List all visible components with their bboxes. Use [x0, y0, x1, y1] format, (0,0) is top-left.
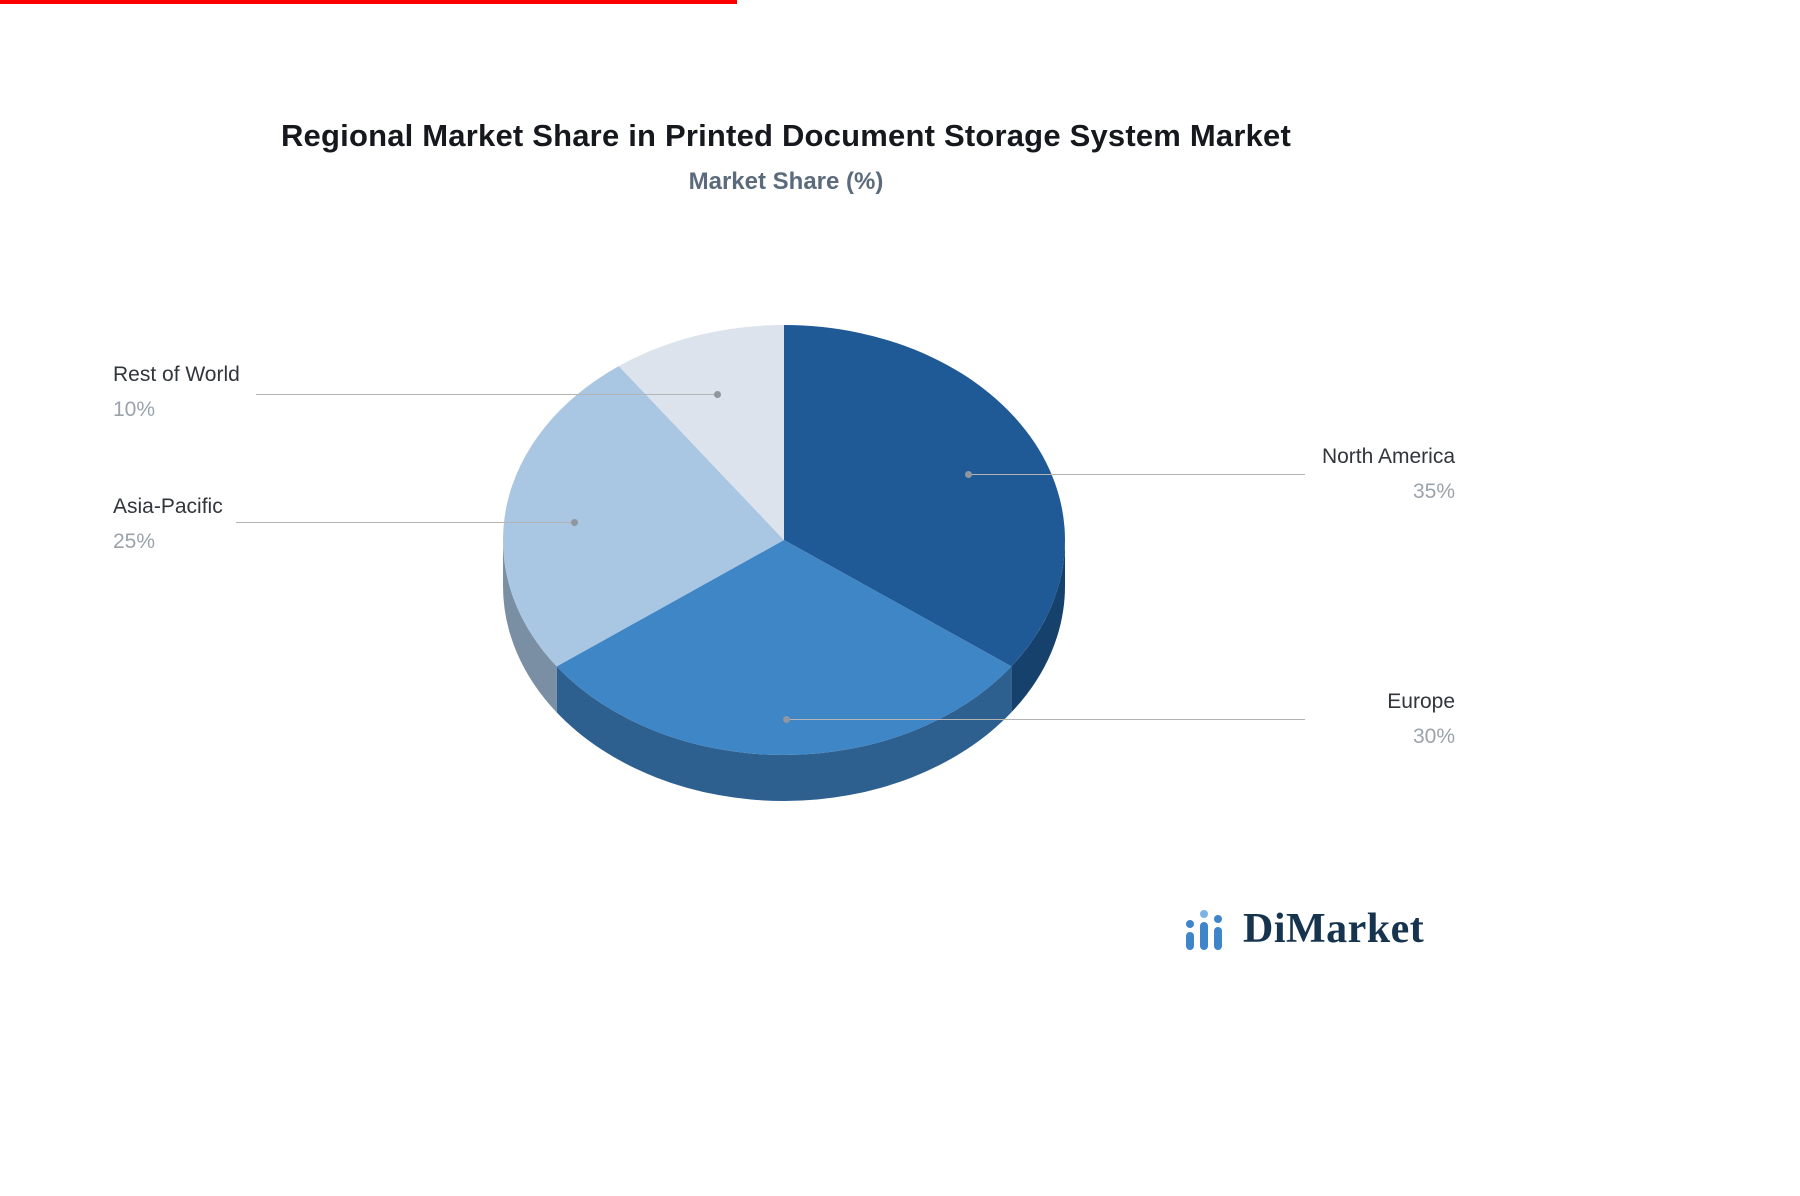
- bar-chart-icon: [1186, 910, 1222, 950]
- chart-title: Regional Market Share in Printed Documen…: [280, 118, 1292, 153]
- pie-slice-side: [556, 666, 1012, 801]
- slice-value: 30%: [1412, 725, 1455, 748]
- leader-line-rest-of-world: [256, 391, 721, 398]
- leader-dot: [965, 471, 972, 478]
- leader-line-europe: [783, 716, 1305, 723]
- leader-line-asia-pacific: [236, 519, 578, 526]
- leader-dot: [571, 519, 578, 526]
- slice-value: 10%: [113, 398, 156, 421]
- dimarket-logo: DiMarket: [1185, 905, 1424, 953]
- pie-slice-rest-of-world: [618, 325, 784, 540]
- top-red-bar: [0, 0, 737, 4]
- slice-label: Rest of World: [113, 363, 240, 386]
- callout-north-america: North America 35%: [1155, 444, 1455, 505]
- pie-slice-side: [1011, 540, 1065, 713]
- logo-text: DiMarket: [1243, 906, 1425, 952]
- callout-europe: Europe 30%: [1155, 689, 1455, 750]
- leader-dot: [714, 391, 721, 398]
- pie-slice-europe: [556, 540, 1012, 755]
- slice-label: Asia-Pacific: [113, 495, 223, 518]
- slice-label: North America: [1321, 445, 1455, 468]
- slice-value: 25%: [113, 530, 156, 553]
- pie-slice-asia-pacific: [503, 366, 784, 667]
- chart-subtitle: Market Share (%): [688, 168, 884, 195]
- pie-slice-side: [503, 540, 557, 713]
- slice-label: Europe: [1387, 690, 1455, 713]
- leader-dot: [783, 716, 790, 723]
- callout-rest-of-world: Rest of World 10%: [113, 362, 413, 423]
- leader-line-north-america: [965, 471, 1305, 478]
- pie-slice-north-america: [784, 325, 1065, 667]
- slice-value: 35%: [1412, 480, 1455, 503]
- callout-asia-pacific: Asia-Pacific 25%: [113, 494, 413, 555]
